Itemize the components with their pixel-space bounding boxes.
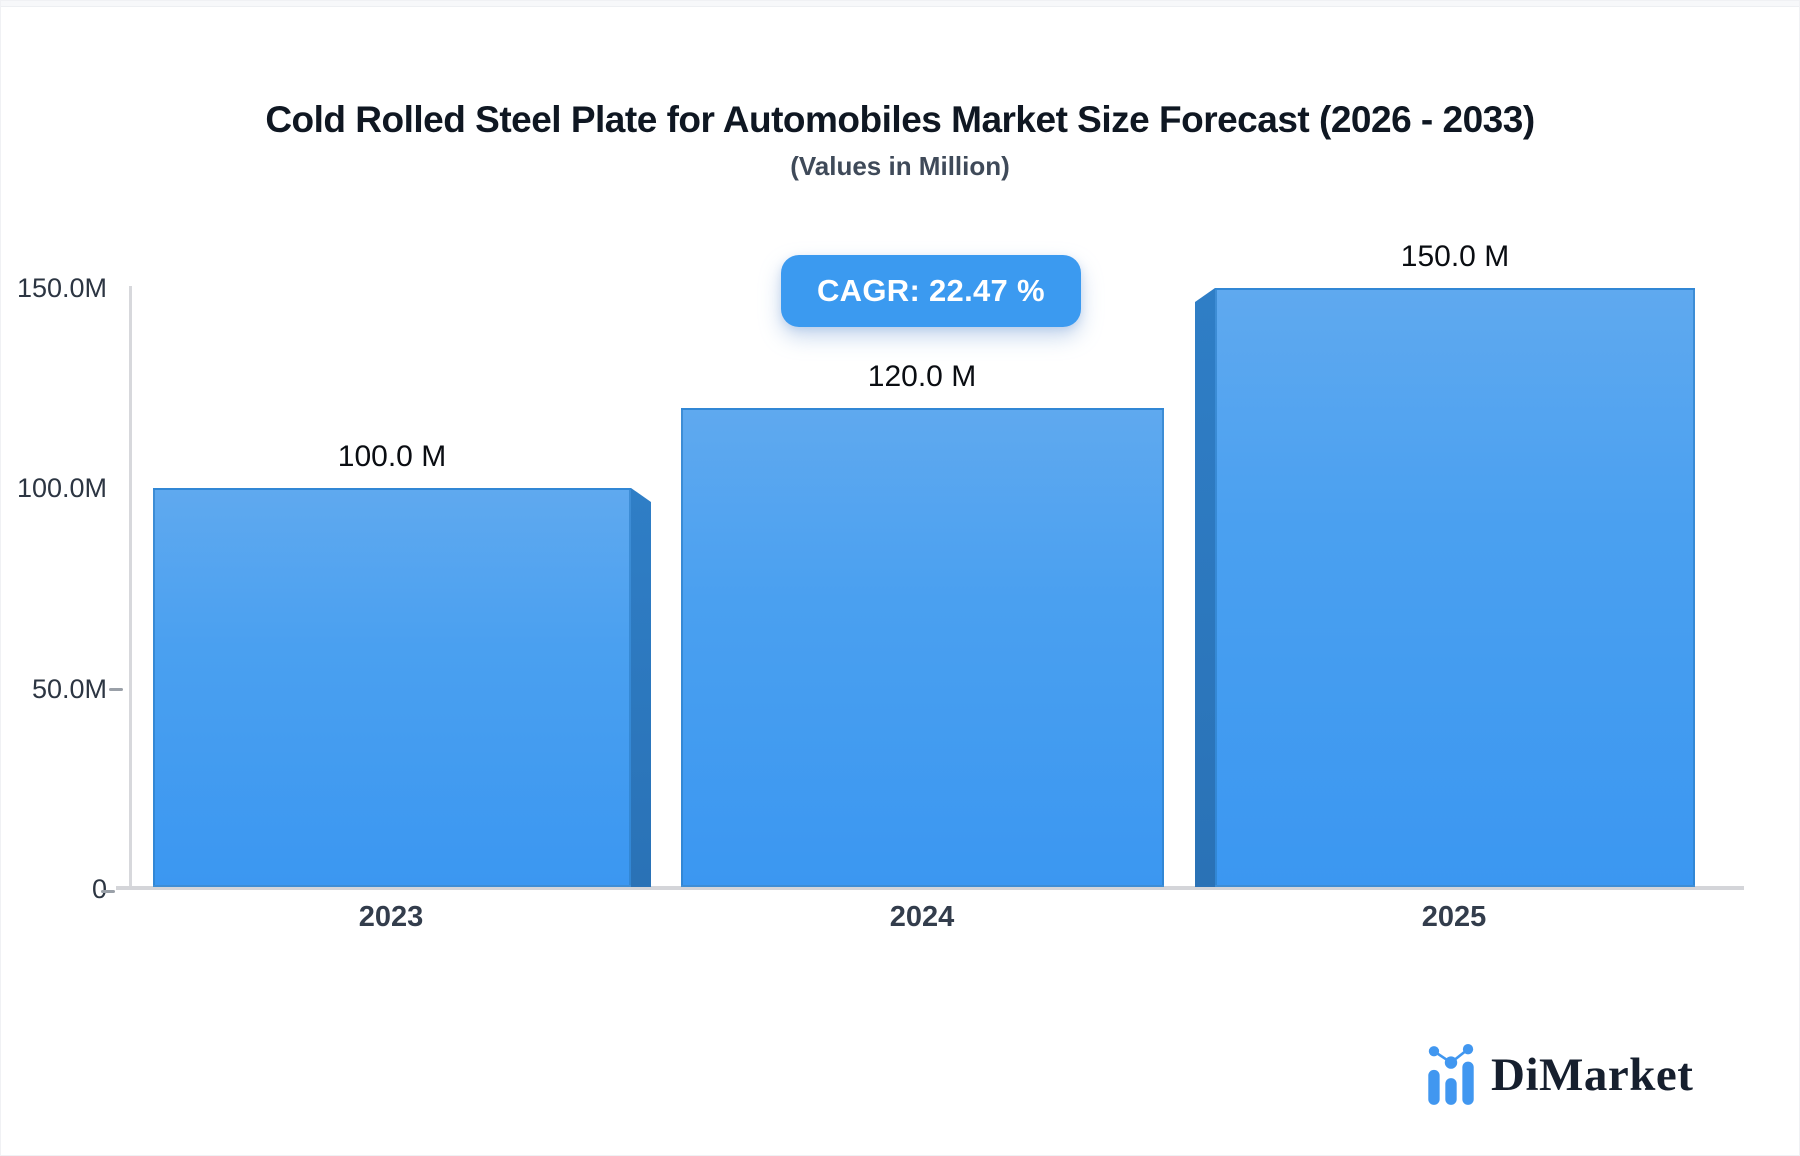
cagr-badge: CAGR: 22.47 % (781, 255, 1081, 327)
x-axis-line (116, 886, 1744, 890)
y-axis-tick-label: 50.0M (31, 674, 107, 704)
x-axis-label: 2023 (358, 901, 424, 933)
bar-3d-side (1195, 288, 1215, 887)
bar-value-label: 100.0 M (337, 440, 447, 473)
dimarket-logo-text: DiMarket (1491, 1049, 1694, 1101)
y-axis-tick-label: 0 (91, 874, 107, 904)
y-axis-tick-mark (109, 688, 123, 691)
bar-face (1215, 288, 1695, 887)
chart-title: Cold Rolled Steel Plate for Automobiles … (265, 99, 1535, 140)
bar-face (681, 408, 1164, 887)
bar-3d-side (631, 488, 651, 887)
chart-subtitle: (Values in Million) (790, 151, 1010, 181)
bar-chart-logo-icon (1428, 1044, 1474, 1105)
dimarket-logo-link[interactable]: DiMarket (1425, 1039, 1693, 1111)
bar-face (153, 488, 631, 887)
y-axis-tick-label: 150.0M (16, 273, 107, 303)
bar-value-label: 150.0 M (1400, 240, 1510, 273)
y-axis-tick-label: 100.0M (16, 473, 107, 503)
bar-value-label: 120.0 M (867, 360, 977, 393)
y-axis-tick-mark (101, 890, 115, 893)
page-top-edge (1, 1, 1799, 7)
y-axis-line (129, 286, 132, 890)
x-axis-label: 2024 (889, 901, 955, 933)
x-axis-label: 2025 (1421, 901, 1487, 933)
